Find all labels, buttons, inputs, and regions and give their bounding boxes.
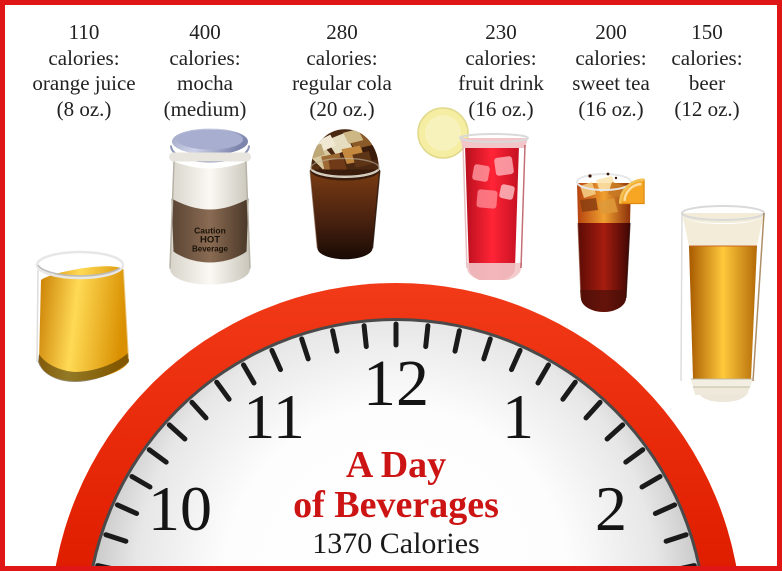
svg-text:11: 11 [243,381,305,452]
svg-text:A Day: A Day [346,444,446,486]
svg-text:2: 2 [595,473,627,544]
svg-text:of Beverages: of Beverages [293,484,499,526]
svg-text:1370 Calories: 1370 Calories [312,527,479,560]
svg-text:10: 10 [148,473,212,544]
svg-text:1: 1 [502,381,534,452]
svg-text:12: 12 [363,347,429,420]
